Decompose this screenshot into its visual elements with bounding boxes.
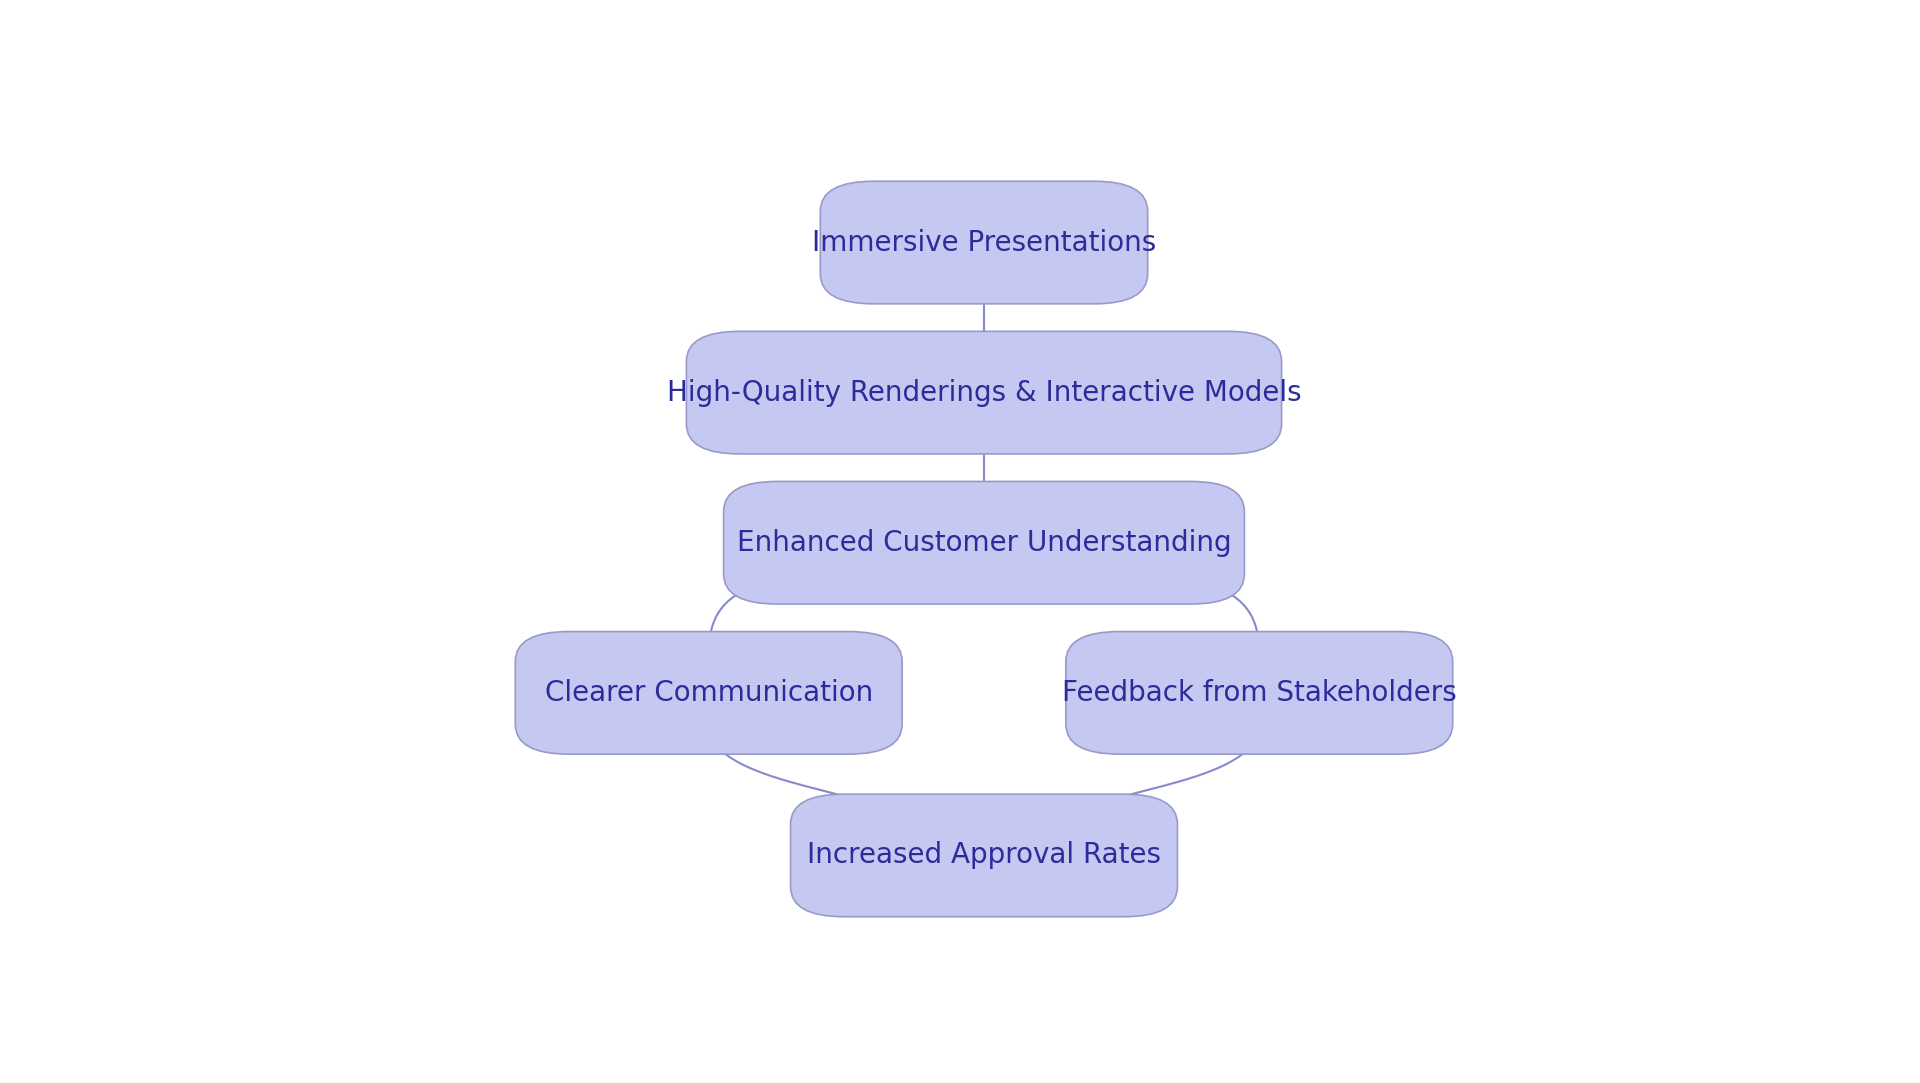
FancyBboxPatch shape (791, 794, 1177, 916)
Text: Enhanced Customer Understanding: Enhanced Customer Understanding (737, 529, 1231, 557)
FancyBboxPatch shape (515, 631, 902, 754)
FancyBboxPatch shape (687, 331, 1283, 454)
Text: Immersive Presentations: Immersive Presentations (812, 229, 1156, 257)
Text: Increased Approval Rates: Increased Approval Rates (806, 841, 1162, 870)
Text: Feedback from Stakeholders: Feedback from Stakeholders (1062, 679, 1457, 707)
FancyBboxPatch shape (1066, 631, 1453, 754)
Text: Clearer Communication: Clearer Communication (545, 679, 874, 707)
FancyBboxPatch shape (724, 482, 1244, 604)
FancyBboxPatch shape (820, 181, 1148, 304)
Text: High-Quality Renderings & Interactive Models: High-Quality Renderings & Interactive Mo… (666, 379, 1302, 406)
